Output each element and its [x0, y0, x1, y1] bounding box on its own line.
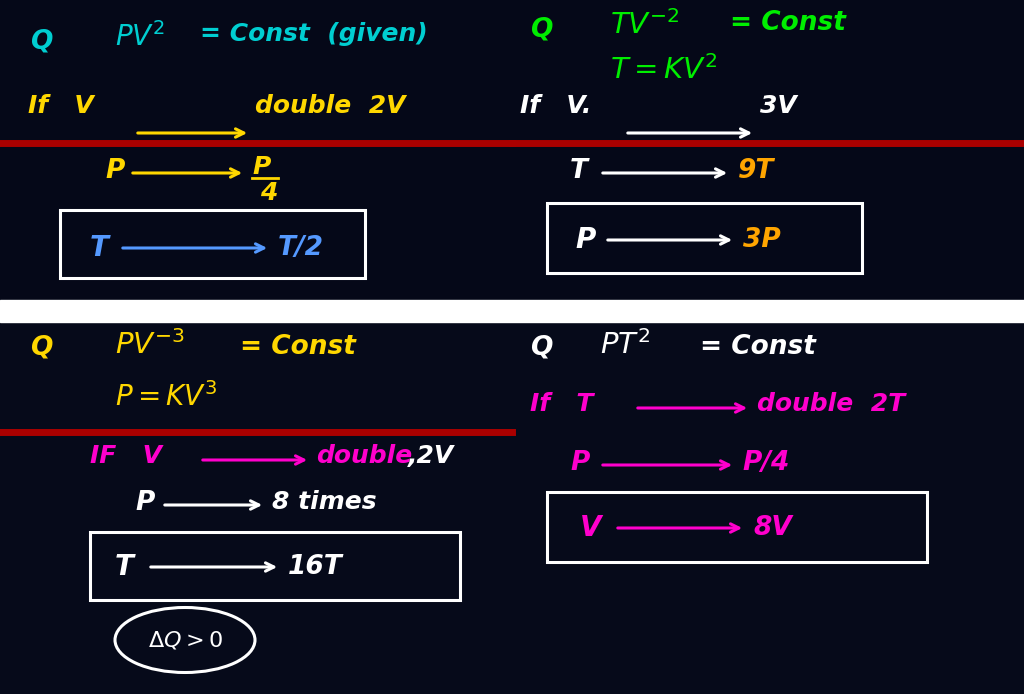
Text: 3V: 3V: [760, 94, 797, 118]
Text: $T = KV^2$: $T = KV^2$: [610, 55, 718, 85]
Bar: [0, 322, 1024, 694]
Text: 8 times: 8 times: [272, 490, 377, 514]
Text: Q: Q: [530, 16, 552, 42]
Text: 8V: 8V: [753, 515, 792, 541]
Text: 16T: 16T: [288, 554, 343, 580]
Text: $PV^{-3}$: $PV^{-3}$: [115, 330, 185, 360]
Text: 3P: 3P: [743, 227, 780, 253]
Text: If   V: If V: [28, 94, 94, 118]
Text: = Const: = Const: [700, 334, 816, 360]
Text: = Const: = Const: [240, 334, 356, 360]
Text: double  2V: double 2V: [255, 94, 406, 118]
Text: P: P: [105, 158, 124, 184]
Bar: [90, 532, 460, 600]
Text: T/2: T/2: [278, 235, 324, 261]
Text: $\Delta Q > 0$: $\Delta Q > 0$: [147, 629, 222, 651]
Text: P: P: [135, 490, 155, 516]
Text: 4: 4: [260, 181, 278, 205]
Bar: [0, 300, 1024, 322]
Text: $PV^2$: $PV^2$: [115, 22, 165, 52]
Text: $P = KV^3$: $P = KV^3$: [115, 382, 218, 412]
Text: 9T: 9T: [738, 158, 774, 184]
Text: P: P: [252, 155, 270, 179]
Text: = Const  (given): = Const (given): [200, 22, 428, 46]
Bar: [60, 210, 365, 278]
Text: T: T: [90, 234, 109, 262]
Text: = Const: = Const: [730, 10, 846, 36]
Text: Q: Q: [530, 334, 552, 360]
Text: IF   V: IF V: [90, 444, 162, 468]
Bar: [0, 0, 1024, 300]
Text: If   V.: If V.: [520, 94, 592, 118]
Text: double  2T: double 2T: [757, 392, 905, 416]
Text: P/4: P/4: [742, 450, 790, 476]
Text: $PT^2$: $PT^2$: [600, 330, 650, 360]
Text: P: P: [570, 450, 590, 476]
Text: T: T: [570, 158, 588, 184]
Bar: [547, 492, 927, 562]
Text: If   T: If T: [530, 392, 593, 416]
Text: ,2V: ,2V: [408, 444, 455, 468]
Text: double: double: [316, 444, 413, 468]
Text: V: V: [580, 514, 601, 542]
Text: Q: Q: [30, 334, 52, 360]
Text: T: T: [115, 553, 134, 581]
Text: $TV^{-2}$: $TV^{-2}$: [610, 10, 680, 40]
Text: P: P: [575, 226, 595, 254]
Text: Q: Q: [30, 28, 52, 54]
Bar: [547, 203, 862, 273]
